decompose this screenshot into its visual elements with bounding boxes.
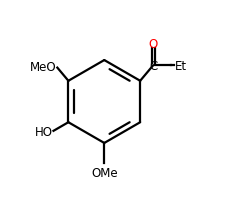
Text: HO: HO [34,126,53,139]
Text: O: O [149,38,158,51]
Text: OMe: OMe [91,166,118,179]
Text: MeO: MeO [30,61,56,74]
Text: Et: Et [174,60,187,72]
Text: C: C [149,60,157,72]
